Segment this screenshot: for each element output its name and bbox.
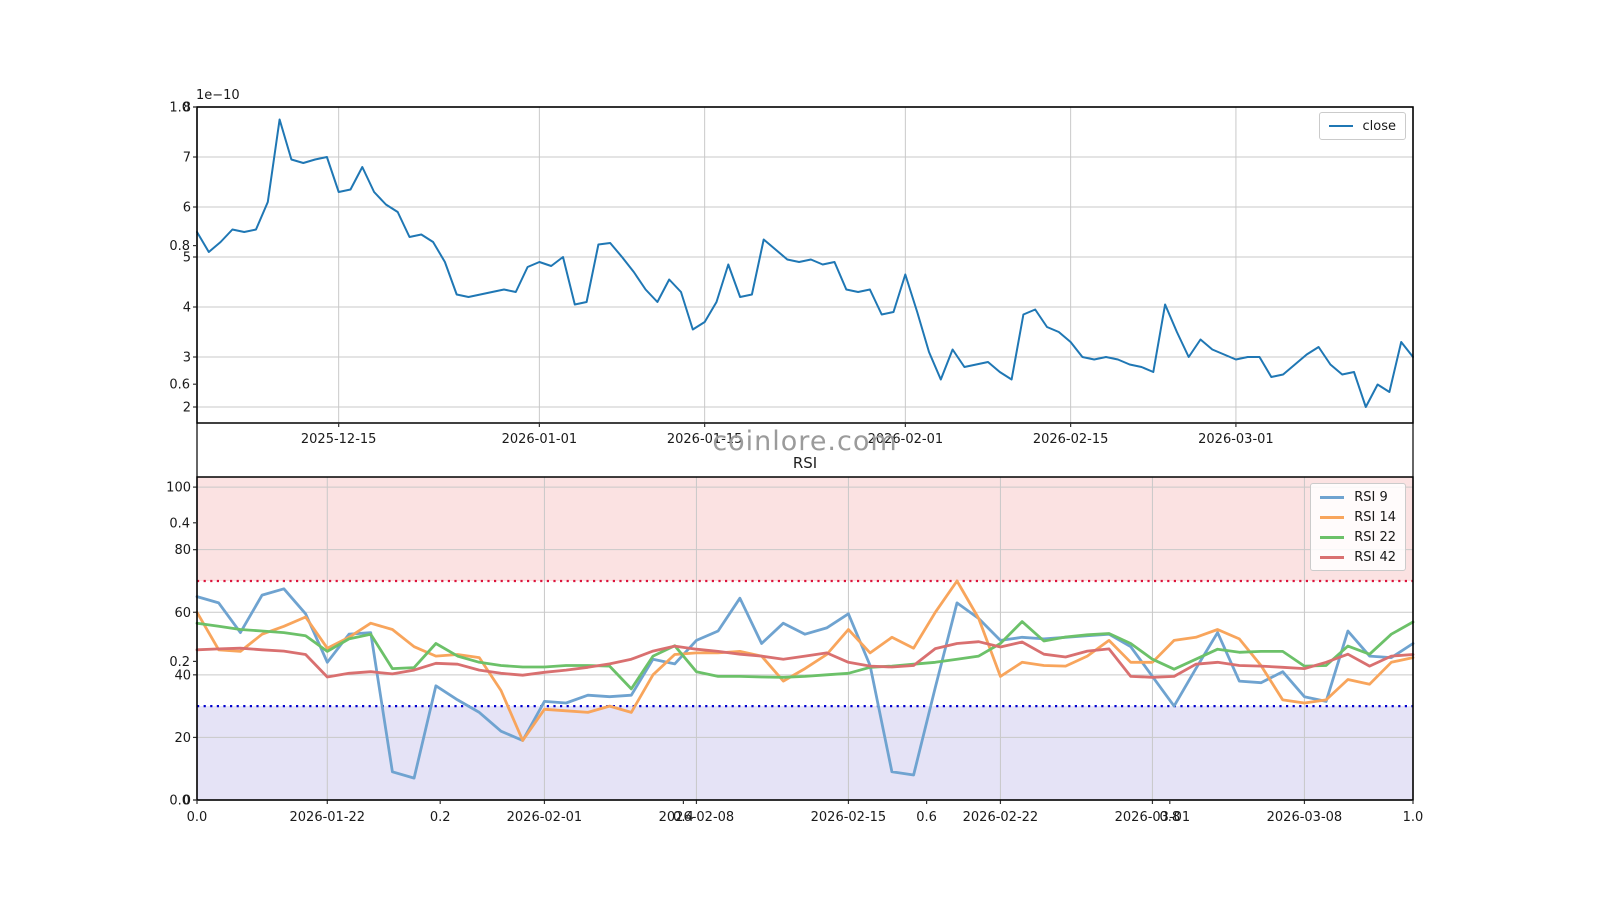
price-y-tick-label: 6 [183,201,191,216]
watermark: coinlore.com [712,426,898,457]
legend-line-swatch [1320,495,1345,499]
rsi-x-tick-label: 2026-02-08 [659,810,735,825]
overlay-y-tick-label: 0.2 [169,655,190,670]
rsi-x-tick-label: 2026-01-22 [290,810,366,825]
rsi-x-tick-label: 2026-03-08 [1267,810,1343,825]
price-x-tick-label: 2026-02-15 [1033,432,1109,447]
price-legend: close [1318,112,1406,140]
overlay-y-tick-label: 0.6 [169,378,190,393]
price-y-tick-label: 7 [183,151,191,166]
legend-item: RSI 14 [1320,507,1396,527]
rsi-chart: 100 80 60 40 20 0 2026-01-22 2026-02-01 2026-02-… [166,476,1415,825]
legend-item: RSI 9 [1320,487,1396,507]
price-y-tick-label: 3 [183,351,191,366]
oversold-band [197,706,1413,800]
overlay-x-tick-label: 0.6 [916,810,937,825]
legend-item: RSI 22 [1320,527,1396,547]
legend-label: close [1362,118,1396,134]
price-y-tick-label: 5 [183,251,191,266]
overbought-band [197,477,1413,581]
rsi-y-tick-label: 40 [174,668,191,683]
rsi-x-tick-label: 2026-03-01 [1115,810,1191,825]
rsirsi-9-line [195,587,1415,780]
price-y-tick-label: 4 [183,301,191,316]
overlay-y-tick-label: 0.8 [169,239,190,254]
overlay-x-tick-label: 0.0 [187,810,208,825]
close-line [196,118,1414,408]
rsi-panel-title: RSI [792,454,818,472]
overlay-y-tick-label: 0.0 [169,794,190,809]
overlay-y-tick-label: 1.0 [169,101,190,116]
legend-label: RSI 22 [1354,529,1396,545]
overlay-x-tick-label: 0.2 [430,810,451,825]
rsi-y-tick-label: 80 [174,543,191,558]
overlay-x-tick-label: 0.8 [1159,810,1180,825]
price-y-tick-label: 8 [183,101,191,116]
overlay-x-tick-label: 0.4 [673,810,694,825]
price-x-tick-label: 2026-02-01 [868,432,944,447]
price-x-tick-label: 2025-12-15 [301,432,377,447]
rsi-legend: RSI 9 RSI 14 RSI 22 RSI 42 [1310,483,1406,571]
overlay-axes: 1.0 0.8 0.6 0.4 0.2 0.00.0 0.2 0.4 0.6 0.8 1.0 [169,101,1423,826]
rsi-x-tick-label: 2026-02-01 [507,810,583,825]
price-axes-box [196,106,1414,424]
legend-item: RSI 42 [1320,547,1396,567]
price-x-tick-label: 2026-01-15 [667,432,743,447]
price-y-tick-label: 2 [183,401,191,416]
legend-label: RSI 9 [1354,489,1388,505]
price-chart: 8 7 6 5 4 3 2 2025-12-15 2026-01-01 2026-01-15 202… [183,101,1414,447]
rsirsi-22-line [195,620,1415,691]
y-axis-offset-label: 1e−10 [196,88,240,103]
rsi-y-tick-label: 100 [166,481,191,496]
legend-line-swatch [1320,535,1345,539]
legend-line-swatch [1328,125,1353,127]
legend-label: RSI 42 [1354,549,1396,565]
rsi-y-tick-label: 0 [183,794,191,809]
overlay-x-tick-label: 1.0 [1403,810,1424,825]
rsi-y-tick-label: 20 [174,731,191,746]
price-x-tick-label: 2026-03-01 [1198,432,1274,447]
rsi-x-tick-label: 2026-02-22 [963,810,1039,825]
legend-label: RSI 14 [1354,509,1396,525]
legend-line-swatch [1320,555,1345,559]
rsi-y-tick-label: 60 [174,606,191,621]
overlay-y-tick-label: 0.4 [169,516,190,531]
rsi-x-tick-label: 2026-02-15 [811,810,887,825]
price-x-tick-label: 2026-01-01 [502,432,578,447]
legend-item: close [1328,116,1396,136]
rsirsi-14-line [195,579,1415,742]
rsirsi-42-line [195,640,1415,679]
legend-line-swatch [1320,515,1345,519]
overlay-axes-box [196,106,1414,801]
